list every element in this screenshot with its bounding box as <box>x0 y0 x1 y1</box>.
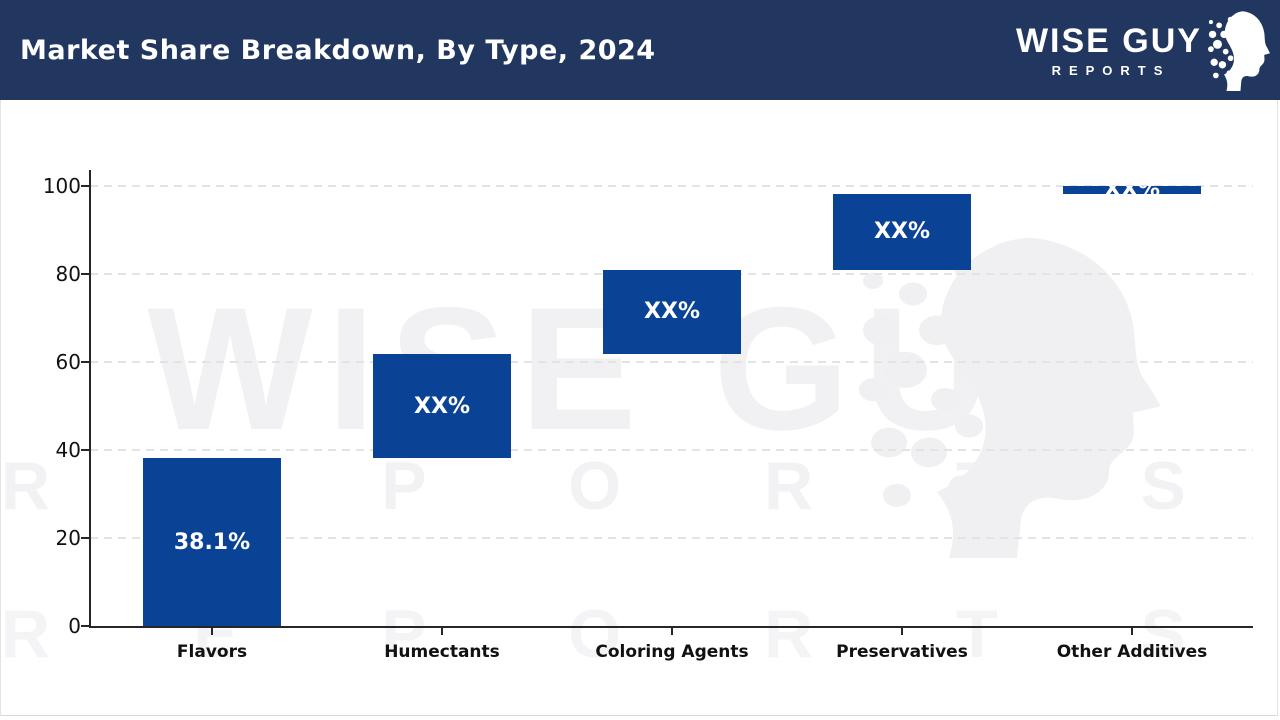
logo-line2: REPORTS <box>1051 62 1171 78</box>
page-title: Market Share Breakdown, By Type, 2024 <box>20 34 656 66</box>
x-tick-mark <box>441 628 443 635</box>
y-axis-spine <box>89 170 91 628</box>
y-tick-label: 100 <box>42 174 81 198</box>
bar-value-label: XX% <box>874 219 930 245</box>
x-category-label: Flavors <box>176 642 248 662</box>
gridline <box>90 361 1253 363</box>
bar-coloring-agents: XX% <box>603 269 741 355</box>
bar-humectants: XX% <box>373 354 511 459</box>
logo-wordmark: WISE GUY REPORTS <box>1016 24 1202 77</box>
logo-line1: WISE GUY <box>1015 21 1202 60</box>
bar-value-label: XX% <box>644 299 700 325</box>
gridline <box>90 537 1253 539</box>
y-tick-mark <box>81 361 89 363</box>
bar-value-label: XX% <box>1104 186 1160 194</box>
y-tick-mark <box>81 625 89 627</box>
bar-value-label: XX% <box>414 393 470 419</box>
y-tick-mark <box>81 185 89 187</box>
x-axis-line <box>89 626 1253 628</box>
y-tick-mark <box>81 273 89 275</box>
x-category-label: Preservatives <box>836 642 968 662</box>
bar-value-label: 38.1% <box>173 529 251 555</box>
x-tick-mark <box>1131 628 1133 635</box>
logo-head-icon <box>1208 11 1270 92</box>
gridline <box>90 185 1253 187</box>
y-tick-mark <box>81 449 89 451</box>
y-tick-mark <box>81 537 89 539</box>
x-category-label: Coloring Agents <box>595 642 749 662</box>
gridline <box>90 449 1253 451</box>
y-tick-label: 60 <box>55 350 81 374</box>
y-tick-label: 0 <box>68 614 81 638</box>
chart-area: WISE GUY R E P O R T S R E P O R T S 0 20… <box>0 100 1278 716</box>
wise-guy-logo: WISE GUY REPORTS <box>1016 6 1270 94</box>
x-category-label: Other Additives <box>1056 642 1208 662</box>
bar-flavors: 38.1% <box>143 458 281 626</box>
x-tick-mark <box>901 628 903 635</box>
header: Market Share Breakdown, By Type, 2024 WI… <box>0 0 1280 100</box>
y-tick-label: 20 <box>55 526 81 550</box>
x-tick-mark <box>211 628 213 635</box>
bar-other-additives: XX% <box>1063 186 1201 194</box>
bar-preservatives: XX% <box>833 193 971 270</box>
x-tick-mark <box>671 628 673 635</box>
y-tick-label: 80 <box>55 262 81 286</box>
watermark-head-icon <box>859 237 1161 558</box>
y-tick-label: 40 <box>55 438 81 462</box>
x-category-label: Humectants <box>384 642 500 662</box>
